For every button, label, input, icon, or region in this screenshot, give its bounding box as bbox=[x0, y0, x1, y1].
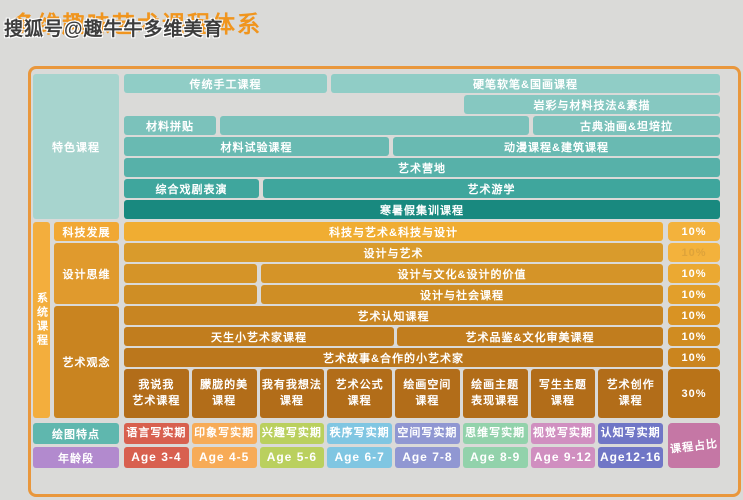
age-badge: Age 3-4 bbox=[124, 447, 189, 468]
age-badge: Age 7-8 bbox=[395, 447, 460, 468]
traits-row-label: 绘图特点 bbox=[33, 423, 119, 444]
age-badge: Age 6-7 bbox=[327, 447, 392, 468]
percent-badge-30: 30% bbox=[668, 369, 720, 418]
age-badge: Age 5-6 bbox=[259, 447, 325, 468]
ages-row-label: 年龄段 bbox=[33, 447, 119, 468]
course-block-material-experiment: 材料试验课程 bbox=[124, 137, 389, 156]
course-block-unlabeled bbox=[124, 264, 257, 283]
trait-badge: 兴趣写实期 bbox=[259, 423, 325, 444]
column-course-card: 艺术公式 课程 bbox=[327, 369, 392, 418]
trait-badge: 思维写实期 bbox=[462, 423, 528, 444]
trait-badge: 认知写实期 bbox=[598, 423, 663, 444]
percent-badge: 10% bbox=[668, 348, 720, 367]
course-block-art-cognition: 艺术认知课程 bbox=[124, 306, 663, 325]
course-block-unlabeled bbox=[124, 285, 257, 304]
column-course-card: 绘画空间 课程 bbox=[395, 369, 460, 418]
percent-badge: 10% bbox=[668, 243, 720, 262]
trait-badge: 语言写实期 bbox=[124, 423, 189, 444]
course-block-art-story-cooperation: 艺术故事&合作的小艺术家 bbox=[124, 348, 663, 367]
system-section-label: 系统课程 bbox=[33, 222, 50, 418]
trait-badge: 秩序写实期 bbox=[327, 423, 392, 444]
trait-badge: 空间写实期 bbox=[395, 423, 460, 444]
age-badge: Age 4-5 bbox=[191, 447, 257, 468]
ages-row: Age 3-4 Age 4-5 Age 5-6 Age 6-7 Age 7-8 … bbox=[124, 447, 663, 468]
course-block-design-culture-value: 设计与文化&设计的价值 bbox=[261, 264, 663, 283]
group-label-tech-development: 科技发展 bbox=[54, 222, 119, 241]
course-block-material-collage: 材料拼贴 bbox=[124, 116, 216, 135]
course-block-anime-architecture: 动漫课程&建筑课程 bbox=[393, 137, 720, 156]
percent-badge: 10% bbox=[668, 222, 720, 241]
percent-badge: 10% bbox=[668, 285, 720, 304]
course-block-unlabeled bbox=[220, 116, 529, 135]
course-block-vacation-training: 寒暑假集训课程 bbox=[124, 200, 720, 219]
course-block-rock-color-sketch: 岩彩与材料技法&素描 bbox=[464, 95, 720, 114]
course-block-classical-oil-tempera: 古典油画&坦培拉 bbox=[533, 116, 720, 135]
age-badge: Age 9-12 bbox=[530, 447, 596, 468]
special-section-label: 特色课程 bbox=[33, 74, 119, 219]
course-block-design-and-society: 设计与社会课程 bbox=[261, 285, 663, 304]
course-block-art-study-tour: 艺术游学 bbox=[263, 179, 720, 198]
course-block-design-and-art: 设计与艺术 bbox=[124, 243, 663, 262]
column-course-card: 我说我 艺术课程 bbox=[124, 369, 189, 418]
course-ratio-label: 课程占比 bbox=[668, 423, 720, 468]
column-course-card: 写生主题 课程 bbox=[530, 369, 596, 418]
watermark: 搜狐号@趣牛牛多维美育 bbox=[4, 19, 224, 40]
group-label-art-concept: 艺术观念 bbox=[54, 306, 119, 418]
course-block-art-camp: 艺术营地 bbox=[124, 158, 720, 177]
course-block-art-appreciation: 艺术品鉴&文化审美课程 bbox=[397, 327, 663, 346]
course-block-pen-calligraphy-guohua: 硬笔软笔&国画课程 bbox=[331, 74, 720, 93]
group-label-design-thinking: 设计思维 bbox=[54, 243, 119, 304]
percent-badge: 10% bbox=[668, 264, 720, 283]
column-course-card: 绘画主题 表现课程 bbox=[462, 369, 528, 418]
column-course-card: 艺术创作 课程 bbox=[598, 369, 663, 418]
trait-badge: 视觉写实期 bbox=[530, 423, 596, 444]
percent-badge: 10% bbox=[668, 306, 720, 325]
course-block-drama-performance: 综合戏剧表演 bbox=[124, 179, 259, 198]
age-badge: Age12-16 bbox=[598, 447, 663, 468]
age-badge: Age 8-9 bbox=[462, 447, 528, 468]
traits-row: 语言写实期 印象写实期 兴趣写实期 秩序写实期 空间写实期 思维写实期 视觉写实… bbox=[124, 423, 663, 444]
course-block-tech-and-art: 科技与艺术&科技与设计 bbox=[124, 222, 663, 241]
course-block-born-little-artist: 天生小艺术家课程 bbox=[124, 327, 394, 346]
trait-badge: 印象写实期 bbox=[191, 423, 257, 444]
outer-frame bbox=[28, 66, 741, 497]
column-course-card: 朦胧的美 课程 bbox=[191, 369, 257, 418]
course-block-traditional-handcraft: 传统手工课程 bbox=[124, 74, 327, 93]
page-title: 多维趣味艺术课程体系 bbox=[12, 11, 262, 37]
column-course-row: 我说我 艺术课程 朦胧的美 课程 我有我想法 课程 艺术公式 课程 绘画空间 课程 绘画主… bbox=[124, 369, 663, 418]
column-course-card: 我有我想法 课程 bbox=[259, 369, 325, 418]
percent-badge: 10% bbox=[668, 327, 720, 346]
